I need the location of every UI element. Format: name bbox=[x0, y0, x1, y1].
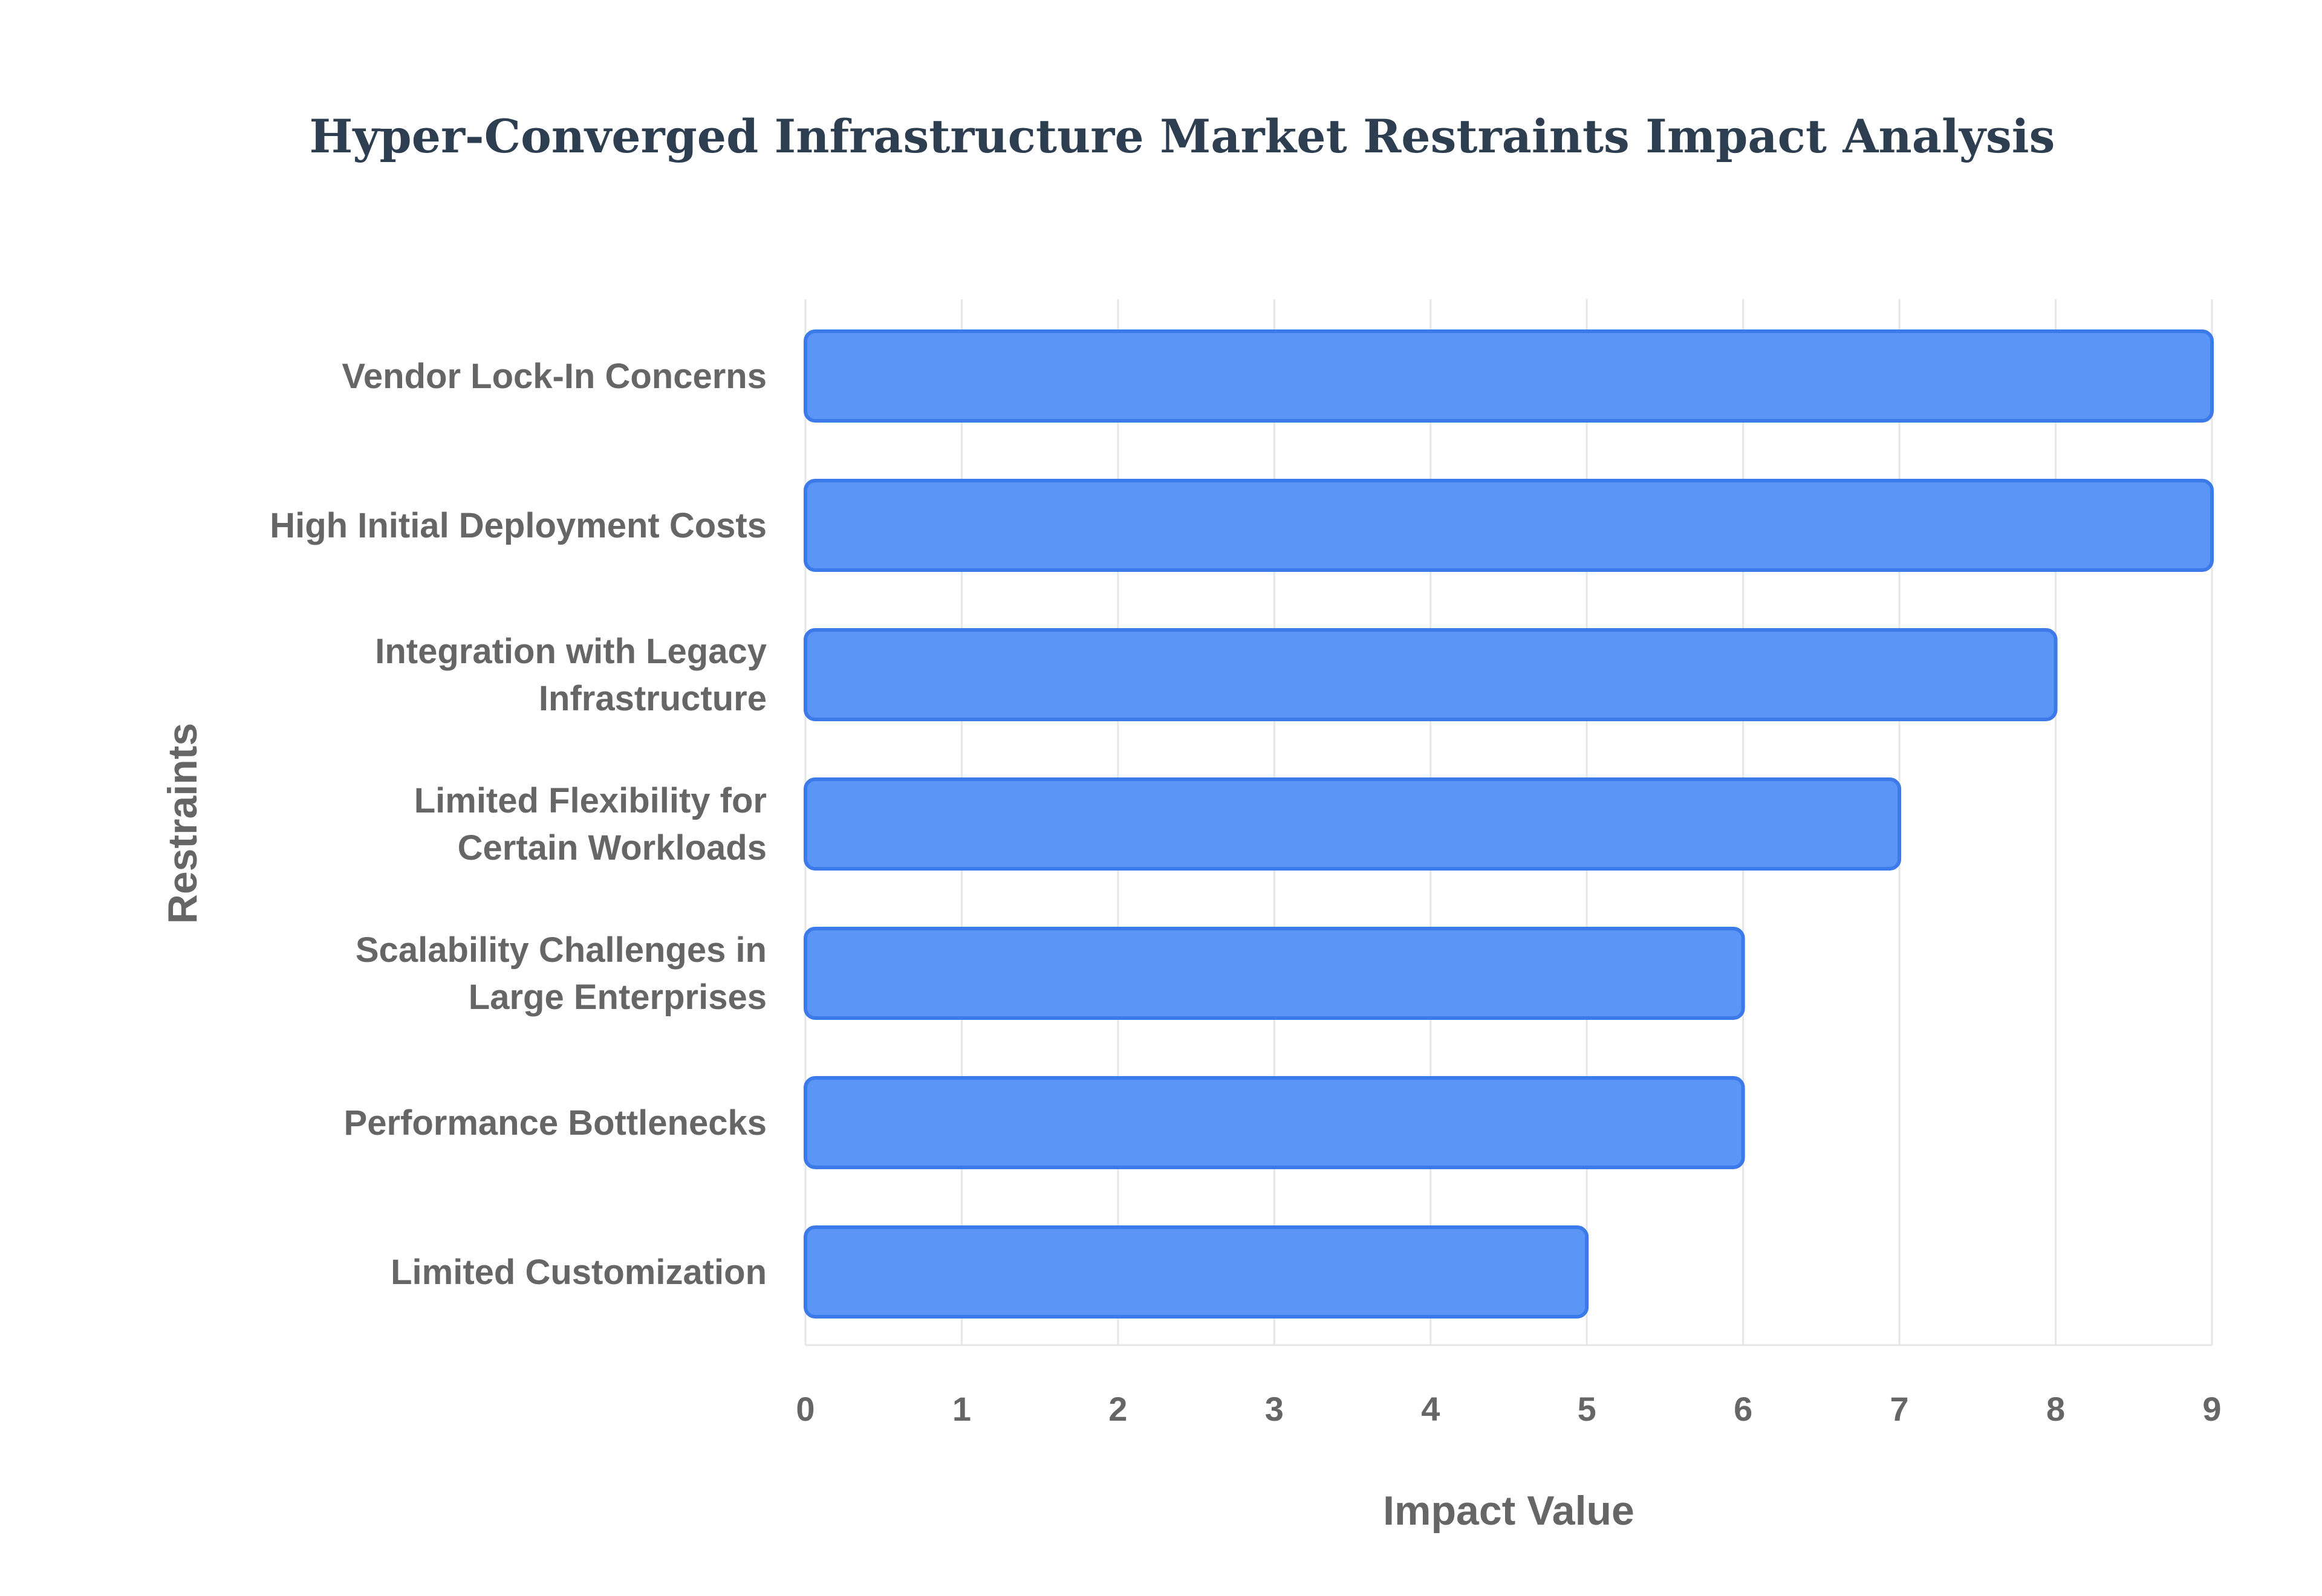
bar-5 bbox=[804, 927, 1745, 1020]
x-tick-label-2: 2 bbox=[1108, 1390, 1127, 1428]
category-label-7: Limited Customization bbox=[391, 1253, 767, 1292]
x-tick-label-0: 0 bbox=[796, 1390, 815, 1428]
x-tick-label-4: 4 bbox=[1421, 1390, 1440, 1428]
x-axis-title: Impact Value bbox=[1383, 1488, 1634, 1534]
bars-layer bbox=[804, 329, 2214, 1319]
x-tick-labels: 0 1 2 3 4 5 6 7 8 9 bbox=[796, 1390, 2221, 1428]
x-tick-label-9: 9 bbox=[2202, 1390, 2221, 1428]
category-label-3: Integration with Legacy Infrastructure bbox=[375, 632, 767, 718]
x-tick-label-8: 8 bbox=[2046, 1390, 2065, 1428]
x-tick-label-5: 5 bbox=[1578, 1390, 1596, 1428]
chart-title: Hyper-Converged Infrastructure Market Re… bbox=[310, 109, 2055, 163]
bar-1 bbox=[804, 329, 2214, 423]
x-tick-label-1: 1 bbox=[952, 1390, 971, 1428]
x-tick-label-6: 6 bbox=[1734, 1390, 1752, 1428]
bar-7 bbox=[804, 1225, 1589, 1319]
bar-4 bbox=[804, 777, 1902, 871]
category-label-6: Performance Bottlenecks bbox=[344, 1103, 767, 1143]
bar-3 bbox=[804, 628, 2058, 721]
y-axis-title: Restraints bbox=[160, 723, 206, 924]
x-tick-label-7: 7 bbox=[1890, 1390, 1909, 1428]
category-label-1: Vendor Lock-In Concerns bbox=[342, 357, 767, 396]
category-label-4: Limited Flexibility for Certain Workloads bbox=[414, 781, 767, 868]
category-labels: Vendor Lock-In Concerns High Initial Depl… bbox=[270, 357, 767, 1292]
bar-6 bbox=[804, 1076, 1745, 1169]
bar-2 bbox=[804, 479, 2214, 572]
category-label-2: High Initial Deployment Costs bbox=[270, 506, 767, 545]
category-label-5: Scalability Challenges in Large Enterpris… bbox=[356, 930, 767, 1017]
x-tick-label-3: 3 bbox=[1265, 1390, 1284, 1428]
